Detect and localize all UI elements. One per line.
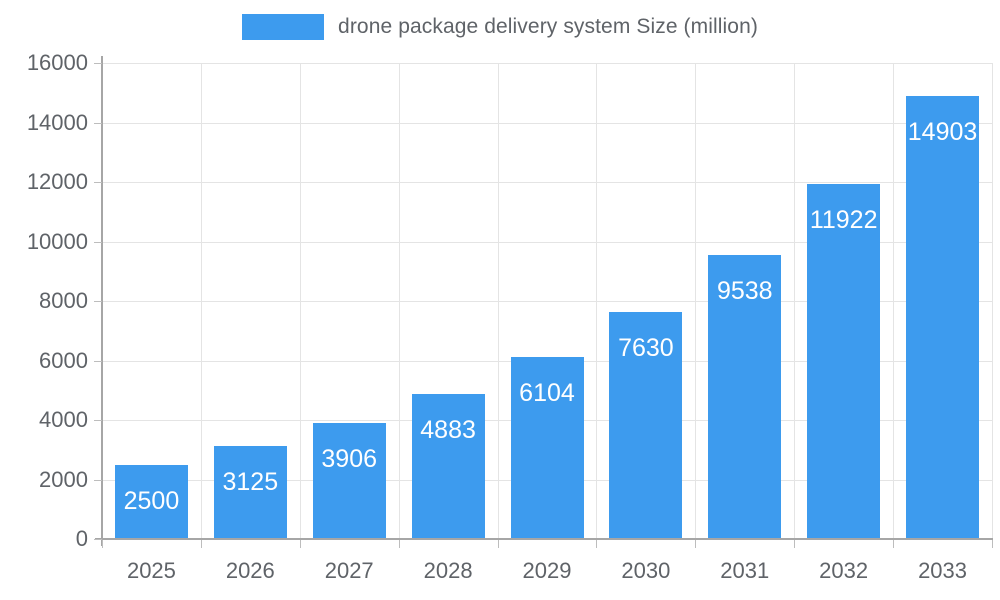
gridline-vertical <box>200 63 202 539</box>
legend-swatch-icon <box>242 14 325 40</box>
x-axis-tick-mark <box>893 540 895 548</box>
x-axis-tick-mark <box>102 540 103 548</box>
gridline-horizontal <box>102 63 992 64</box>
gridline-vertical <box>497 63 499 539</box>
x-axis-tick-mark <box>299 540 301 548</box>
x-axis-tick-label: 2032 <box>819 558 869 583</box>
x-axis-tick-label: 2026 <box>225 558 275 583</box>
gridline-vertical <box>695 63 697 539</box>
x-axis-tick-mark <box>497 540 499 548</box>
x-axis-tick-mark <box>794 540 796 548</box>
y-axis-tick-labels: 0 2000 4000 6000 8000 10000 12000 14000 16000 <box>0 0 88 600</box>
gridline-vertical <box>893 63 895 539</box>
x-axis-tick-label: 2033 <box>918 558 968 583</box>
gridline-vertical <box>794 63 796 539</box>
y-axis-tick-mark <box>94 63 102 64</box>
y-axis-tick-label: 4000 <box>39 407 88 432</box>
gridline-vertical <box>299 63 301 539</box>
x-axis-tick-label: 2027 <box>324 558 374 583</box>
gridline-vertical <box>596 63 598 539</box>
x-axis-tick-mark <box>695 540 697 548</box>
bar[interactable] <box>213 446 287 539</box>
y-axis-tick-label: 2000 <box>39 466 88 492</box>
x-axis-tick-mark <box>200 540 202 548</box>
y-axis-tick-label: 6000 <box>39 347 88 373</box>
bar[interactable] <box>312 422 386 539</box>
y-axis-tick-mark <box>94 301 102 302</box>
y-axis-tick-mark <box>94 122 102 124</box>
x-axis-tick-label: 2030 <box>621 558 671 583</box>
y-axis-tick-label: 16000 <box>26 50 88 75</box>
gridline-horizontal <box>102 301 992 302</box>
gridline-vertical <box>398 63 400 539</box>
y-axis-tick-mark <box>94 479 102 481</box>
y-axis-tick-mark <box>94 241 102 243</box>
y-axis-line <box>101 56 103 546</box>
y-axis-tick-mark <box>94 182 102 183</box>
gridline-horizontal <box>102 182 992 183</box>
bar[interactable] <box>510 357 584 539</box>
bar[interactable] <box>906 95 980 539</box>
legend-label: drone package delivery system Size (mill… <box>338 15 758 38</box>
x-axis-tick-mark <box>398 540 400 548</box>
x-axis-tick-label: 2031 <box>720 558 770 583</box>
y-axis-tick-mark <box>94 539 102 540</box>
gridline-vertical <box>992 63 993 539</box>
chart-legend: drone package delivery system Size (mill… <box>0 14 1000 40</box>
bar[interactable] <box>411 393 485 539</box>
bar[interactable] <box>807 184 881 539</box>
y-axis-tick-label: 8000 <box>39 288 88 313</box>
bar[interactable] <box>609 312 683 539</box>
plot-area: 2500 3125 3906 4883 6104 7630 9538 11922 14903 <box>102 63 993 540</box>
y-axis-tick-label: 14000 <box>26 109 88 135</box>
bar[interactable] <box>114 464 188 539</box>
y-axis-tick-mark <box>94 360 102 362</box>
x-axis-tick-label: 2025 <box>126 558 176 583</box>
bar[interactable] <box>708 255 782 539</box>
x-axis-tick-mark <box>992 540 993 548</box>
y-axis-tick-label: 12000 <box>26 169 88 194</box>
x-axis-tick-label: 2029 <box>522 558 572 583</box>
y-axis-tick-label: 0 <box>75 526 88 551</box>
y-axis-tick-label: 10000 <box>26 228 88 254</box>
x-axis-tick-label: 2028 <box>423 558 473 583</box>
gridline-horizontal <box>102 122 992 124</box>
x-axis-tick-mark <box>596 540 598 548</box>
y-axis-tick-mark <box>94 420 102 421</box>
gridline-horizontal <box>102 241 992 243</box>
x-axis-line <box>95 538 993 540</box>
